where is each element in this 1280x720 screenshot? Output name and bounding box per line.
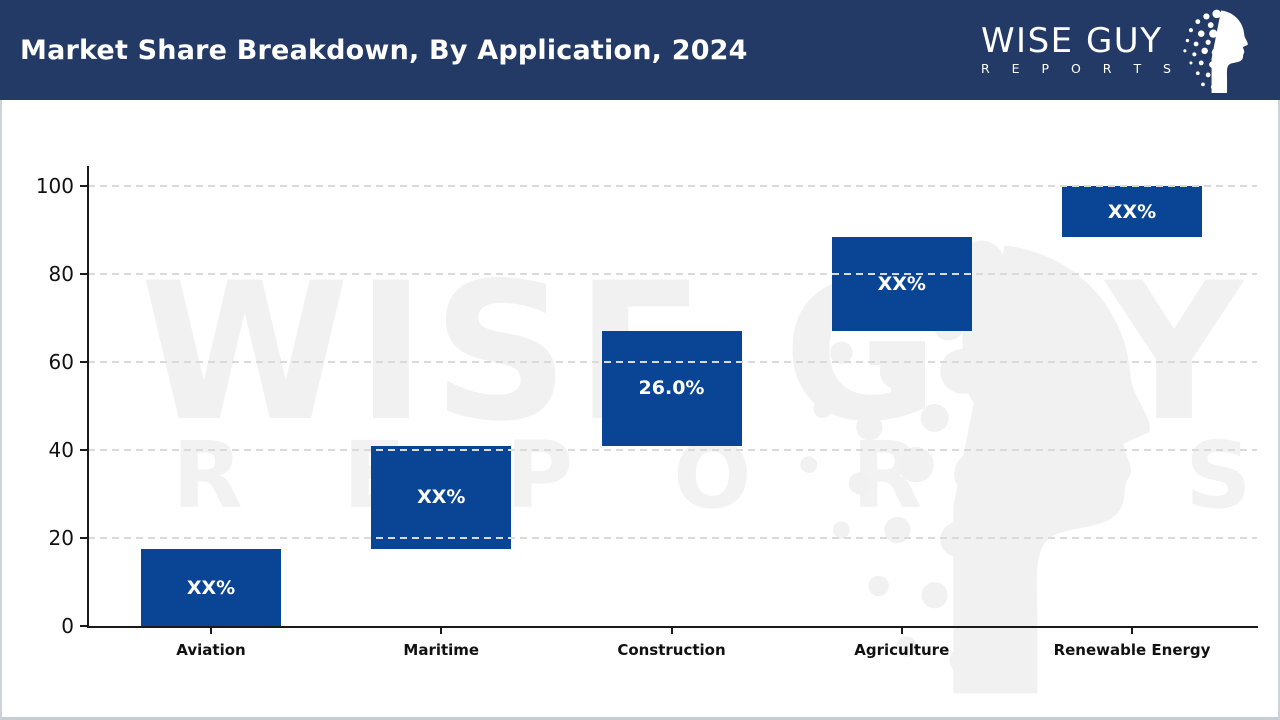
y-tick-label: 80	[48, 262, 74, 286]
wiseguy-logo: WISE GUY R E P O R T S	[981, 7, 1254, 93]
logo-subtitle: R E P O R T S	[980, 61, 1180, 77]
category-label-maritime: Maritime	[403, 641, 480, 659]
gridline-y-40	[88, 449, 1257, 451]
page-title: Market Share Breakdown, By Application, …	[20, 34, 748, 66]
gridline-y-80	[88, 273, 1257, 275]
y-axis-tick	[80, 625, 87, 627]
face-profile-icon	[1183, 9, 1248, 93]
bar-aviation	[141, 549, 281, 626]
y-axis-spine	[87, 166, 89, 628]
logo-text: WISE GUY R E P O R T S	[980, 20, 1180, 77]
x-axis-tick	[440, 627, 443, 634]
x-axis-tick	[670, 627, 673, 634]
bar-value-label: 26.0%	[638, 377, 705, 400]
gridline-y-60	[88, 361, 1257, 363]
y-axis-tick	[80, 537, 87, 539]
watermark-face-profile-icon	[800, 240, 1150, 694]
y-tick-label: 0	[61, 614, 74, 638]
chart-canvas: WISE GUY R E P O R T S 020406080100XX%Av…	[0, 100, 1280, 720]
category-label-renewable-energy: Renewable Energy	[1053, 641, 1211, 659]
y-axis-tick	[80, 185, 87, 187]
header-bar: Market Share Breakdown, By Application, …	[0, 0, 1280, 100]
gridline-y-100	[88, 185, 1257, 187]
bar-maritime	[371, 445, 512, 549]
y-axis-tick	[80, 449, 87, 451]
bar-construction	[601, 331, 742, 446]
x-axis-spine	[87, 626, 1258, 628]
bar-agriculture	[831, 237, 972, 332]
bar-value-label: XX%	[1107, 200, 1157, 223]
x-axis-tick	[1131, 627, 1133, 634]
y-tick-label: 60	[48, 350, 74, 374]
y-tick-label: 20	[48, 526, 74, 550]
bar-renewable-energy	[1062, 186, 1202, 238]
category-label-aviation: Aviation	[176, 641, 246, 659]
y-tick-label: 100	[35, 174, 74, 198]
gridline-y-20	[88, 537, 1257, 539]
y-tick-label: 40	[48, 438, 74, 462]
category-label-construction: Construction	[617, 641, 726, 659]
y-axis-tick	[80, 273, 87, 275]
category-label-agriculture: Agriculture	[854, 641, 950, 659]
y-axis-tick	[80, 361, 87, 363]
x-axis-tick	[900, 627, 903, 634]
bar-value-label: XX%	[877, 273, 926, 296]
x-axis-tick	[210, 627, 212, 634]
logo-wordmark: WISE GUY	[980, 20, 1163, 61]
bar-value-label: XX%	[417, 486, 466, 509]
bar-value-label: XX%	[186, 576, 236, 599]
